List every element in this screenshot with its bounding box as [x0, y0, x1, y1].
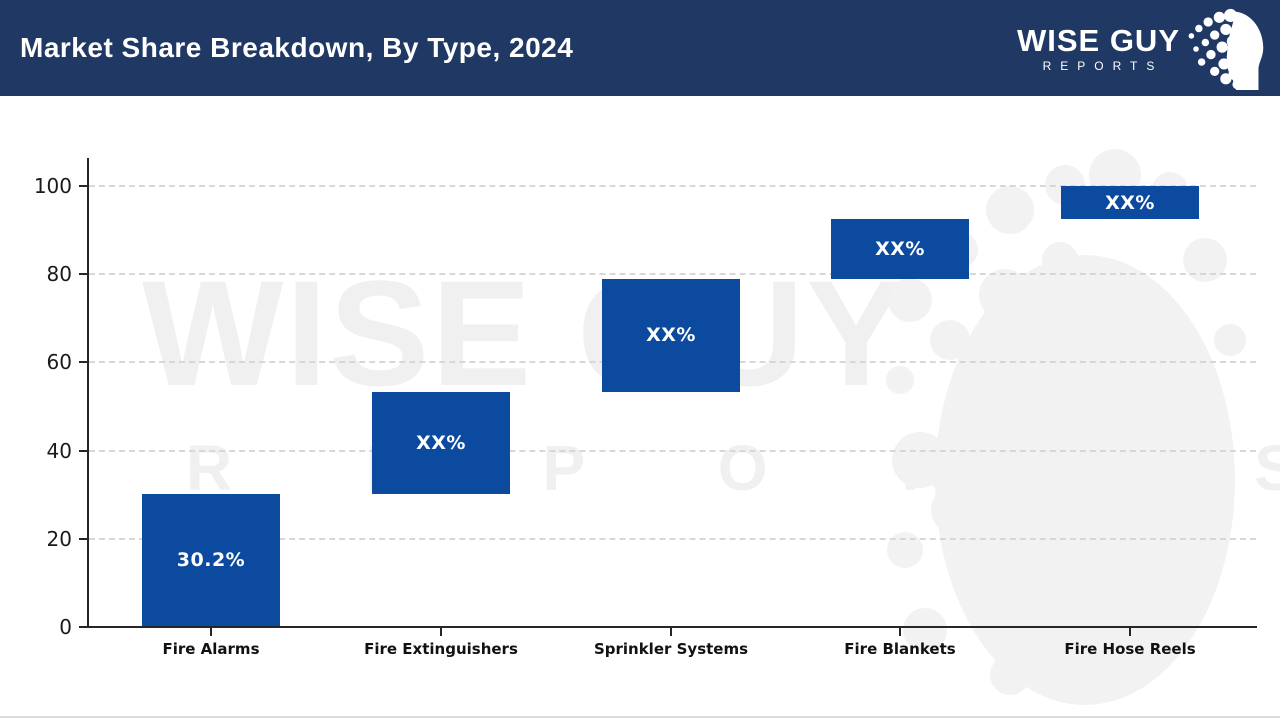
bar-value-label: XX% — [646, 324, 696, 347]
watermark-face-icon — [886, 149, 1246, 705]
watermark-text: WISE GUY — [142, 249, 909, 417]
x-tick — [670, 628, 672, 636]
bar-segment: XX% — [831, 219, 969, 279]
x-tick — [210, 628, 212, 636]
bar-segment: XX% — [372, 391, 510, 494]
bar-segment: XX% — [1061, 186, 1199, 220]
brand-logo: WISE GUY REPORTS — [1006, 8, 1266, 90]
y-tick — [79, 449, 88, 452]
x-tick-label: Fire Blankets — [844, 640, 956, 658]
bar-segment: 30.2% — [142, 493, 280, 627]
gridline — [89, 537, 1256, 540]
brand-name: WISE GUY — [1016, 22, 1180, 58]
header-bar: Market Share Breakdown, By Type, 2024 WI… — [0, 0, 1280, 96]
bar-value-label: XX% — [416, 431, 466, 454]
y-tick — [79, 361, 88, 364]
y-tick-label: 100 — [33, 174, 72, 198]
brand-logo-text: WISE GUY REPORTS — [1016, 22, 1180, 74]
y-tick-label: 40 — [46, 438, 72, 463]
x-tick-label: Sprinkler Systems — [593, 640, 749, 658]
y-tick-label: 20 — [46, 526, 72, 551]
x-tick — [440, 628, 442, 636]
y-tick — [79, 185, 88, 187]
y-tick — [79, 626, 88, 628]
gridline — [89, 185, 1256, 187]
bar-value-label: XX% — [1105, 191, 1155, 214]
y-tick-label: 80 — [46, 262, 72, 287]
brand-subtitle: REPORTS — [1042, 59, 1164, 74]
y-tick-label: 60 — [46, 350, 72, 375]
brand-face-icon — [1188, 8, 1264, 90]
bar-value-label: 30.2% — [176, 549, 246, 572]
x-tick — [1129, 628, 1131, 636]
y-tick — [79, 273, 88, 276]
bar-value-label: XX% — [875, 237, 925, 260]
y-axis-line — [87, 158, 89, 628]
x-tick-label: Fire Extinguishers — [364, 640, 518, 658]
x-tick-label: Fire Hose Reels — [1064, 640, 1196, 658]
gridline — [89, 273, 1256, 276]
page-title: Market Share Breakdown, By Type, 2024 — [20, 32, 574, 63]
bar-segment: XX% — [602, 278, 740, 392]
y-tick — [79, 537, 88, 540]
bottom-divider — [0, 716, 1280, 718]
x-tick — [899, 628, 901, 636]
x-tick-label: Fire Alarms — [162, 640, 260, 658]
y-tick-label: 0 — [59, 615, 72, 639]
gridline — [89, 449, 1256, 452]
x-axis-line — [87, 626, 1257, 628]
